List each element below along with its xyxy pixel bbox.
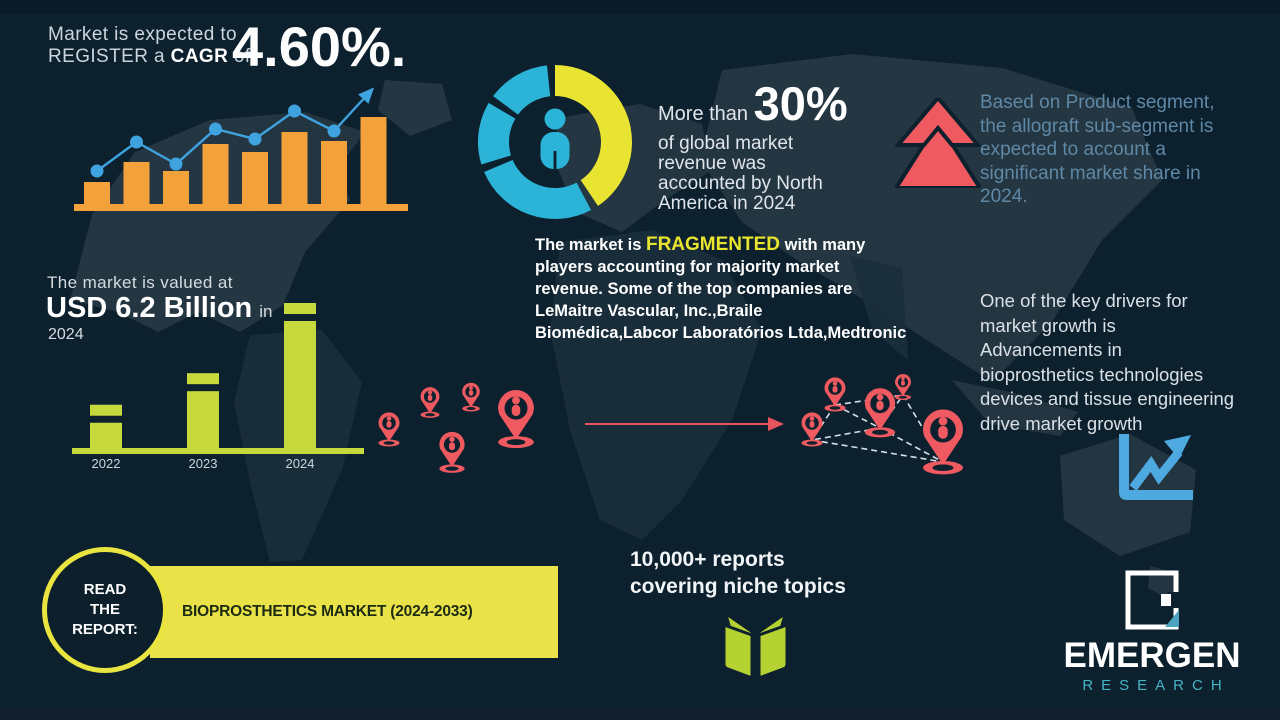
- logo-name: EMERGEN: [1063, 636, 1241, 675]
- cagr-caption: Market is expected to REGISTER a CAGR of: [48, 24, 251, 68]
- cagr-bold-word: CAGR: [170, 46, 229, 67]
- fragmented-insight: The market is FRAGMENTED with many playe…: [535, 234, 945, 344]
- emergen-logo-mark: [1125, 570, 1182, 630]
- valuation-value-line: USD 6.2 Billion in: [46, 292, 273, 324]
- svg-text:2024: 2024: [286, 456, 315, 471]
- growth-chart-icon: [1119, 434, 1193, 500]
- north-america-text: of global market revenue was accounted by …: [658, 133, 823, 214]
- map-pin-icon: [923, 409, 963, 475]
- fragmented-highlight: FRAGMENTED: [645, 234, 781, 255]
- cagr-caption-line2: REGISTER a CAGR of: [48, 46, 251, 67]
- logo-subtitle: RESEARCH: [1082, 677, 1230, 694]
- north-america-value: 30%: [753, 77, 848, 130]
- north-america-headline: More than 30%: [658, 77, 848, 130]
- allograft-insight: Based on Product segment, the allograft s…: [980, 92, 1215, 207]
- report-banner-label: BIOPROSTHETICS MARKET (2024-2033): [182, 603, 473, 620]
- valuation-caption: The market is valued at: [47, 273, 233, 292]
- map-pin-icon: [378, 412, 400, 447]
- north-america-stat: More than 30% of global market revenue wa…: [658, 76, 878, 214]
- cagr-value: 4.60%.: [232, 15, 407, 78]
- svg-text:2023: 2023: [189, 456, 218, 471]
- map-pin-icon: [498, 389, 534, 449]
- map-pin-icon: [824, 377, 846, 412]
- flow-arrow-icon: [585, 417, 784, 431]
- top-border-band: [0, 0, 1280, 13]
- map-pin-icon: [864, 388, 896, 438]
- reports-count-line1: 10,000+ reports: [630, 548, 785, 571]
- north-america-donut-chart: [478, 65, 632, 219]
- person-icon: [540, 108, 570, 169]
- map-pin-icon: [462, 382, 480, 412]
- read-report-button[interactable]: READ THE REPORT:: [42, 547, 168, 673]
- map-pin-icon: [895, 373, 911, 400]
- market-players-pins: [378, 373, 963, 475]
- reports-count-line2: covering niche topics: [630, 575, 846, 598]
- map-pin-icon: [420, 387, 440, 418]
- market-value-chart: 2022 2023 2024: [72, 303, 364, 471]
- map-pin-icon: [439, 431, 465, 473]
- valuation-value: USD 6.2 Billion: [46, 292, 253, 324]
- double-up-arrow-icon: [895, 98, 981, 188]
- fragmented-rest: players accounting for majority market re…: [535, 258, 907, 342]
- cagr-trend-chart: [74, 88, 408, 211]
- valuation-year: 2024: [48, 326, 84, 343]
- bottom-border-band: [0, 707, 1280, 720]
- report-banner[interactable]: BIOPROSTHETICS MARKET (2024-2033): [150, 566, 558, 658]
- cagr-caption-line1: Market is expected to: [48, 24, 237, 45]
- map-pin-icon: [801, 412, 823, 447]
- reports-count: 10,000+ reports covering niche topics: [630, 546, 846, 600]
- read-report-label: READ THE REPORT:: [72, 581, 138, 638]
- open-book-icon: [722, 610, 789, 681]
- fragmented-line1: The market is FRAGMENTED with many: [535, 234, 866, 255]
- market-drivers-text: One of the key drivers for market growth …: [980, 290, 1235, 434]
- svg-text:2022: 2022: [92, 456, 121, 471]
